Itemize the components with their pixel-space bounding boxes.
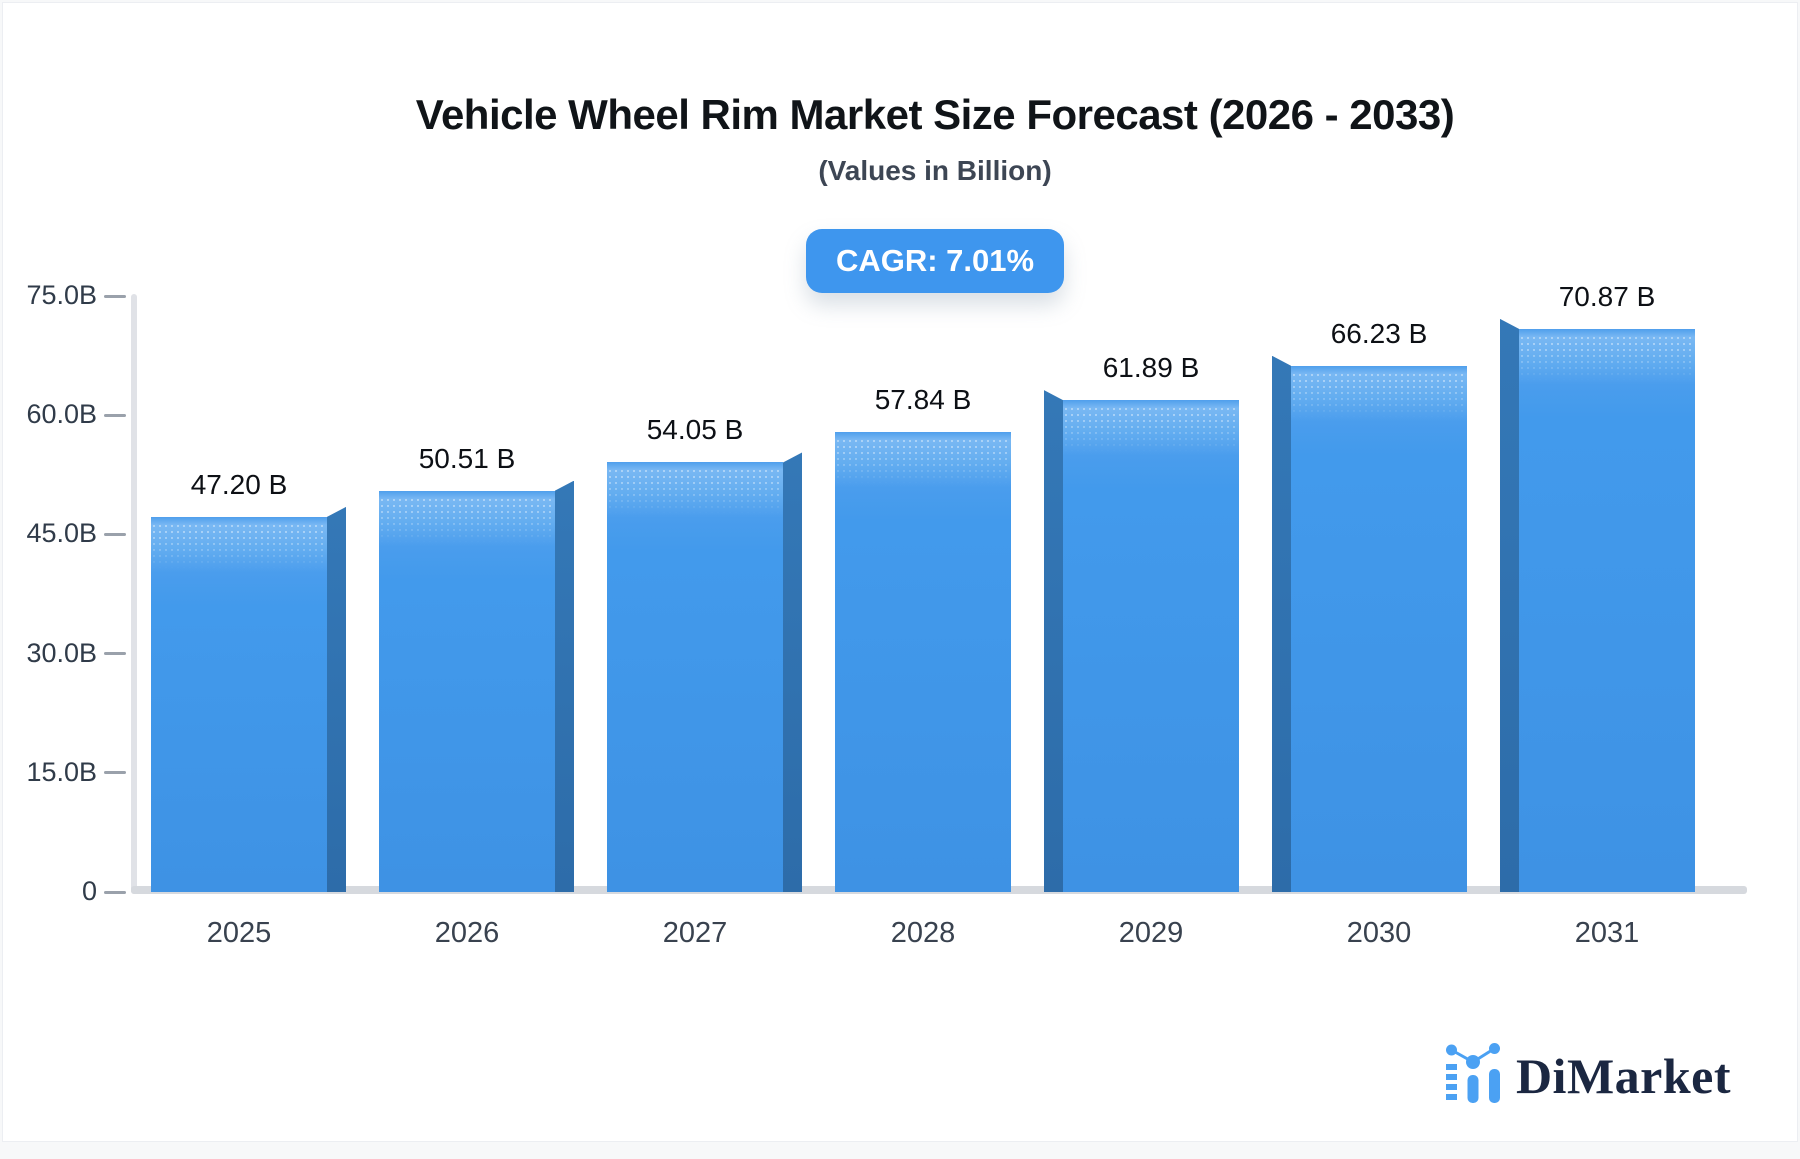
y-tick-label: 75.0B [26, 280, 97, 310]
y-tick-mark [104, 652, 126, 656]
bar-top-highlight [1291, 371, 1467, 418]
bar-top-highlight [151, 522, 327, 569]
x-tick-label: 2028 [890, 917, 956, 949]
bar-2028 [835, 432, 1011, 892]
y-tick-mark [104, 413, 126, 417]
dimarket-logo: DiMarket [1444, 1037, 1731, 1107]
y-tick-mark [104, 890, 126, 894]
y-axis-line [131, 294, 137, 894]
bar-top-highlight [835, 438, 1011, 485]
bar-value-label: 50.51 B [418, 442, 516, 474]
bar-2026 [379, 490, 555, 892]
y-tick-label: 0 [81, 876, 97, 906]
bar-side-face [1044, 390, 1063, 892]
x-tick-label: 2026 [434, 917, 500, 949]
dimarket-logo-icon [1445, 1043, 1500, 1103]
dimarket-logo-text: DiMarket [1515, 1048, 1731, 1104]
y-tick-mark [104, 771, 126, 775]
bar-top-highlight [1063, 406, 1239, 453]
bar-side-face [1272, 355, 1291, 892]
y-tick-label: 60.0B [26, 399, 97, 430]
bar-side-face [555, 480, 574, 892]
cagr-badge: CAGR: 7.01% [805, 229, 1065, 293]
bar-value-label: 57.84 B [874, 384, 972, 416]
plot-area: 75.0B 60.0B 45.0B 30.0B 15.0B 0 47.20 B 2025 50.… [3, 3, 1800, 1159]
bar-value-label: 47.20 B [190, 468, 288, 500]
x-tick-label: 2030 [1346, 917, 1412, 949]
chart-title: Vehicle Wheel Rim Market Size Forecast (… [415, 91, 1455, 138]
bar-2027 [607, 462, 783, 892]
bar-value-label: 61.89 B [1102, 352, 1200, 384]
bar-value-label: 54.05 B [646, 414, 744, 446]
bar-top-highlight [1519, 334, 1695, 381]
bar-top-highlight [379, 496, 555, 543]
bar-2030 [1291, 365, 1467, 892]
x-tick-label: 2025 [206, 917, 272, 949]
x-tick-label: 2031 [1574, 917, 1640, 949]
bar-side-face [1500, 318, 1519, 892]
x-tick-label: 2029 [1118, 917, 1184, 949]
y-tick-mark [104, 294, 126, 298]
x-tick-label: 2027 [662, 917, 728, 949]
y-tick-label: 30.0B [26, 637, 97, 668]
chart-subtitle: (Values in Billion) [818, 155, 1052, 186]
bar-value-label: 70.87 B [1558, 280, 1656, 312]
bar-value-label: 66.23 B [1330, 317, 1428, 349]
y-tick-label: 15.0B [26, 756, 97, 787]
bar-side-face [327, 506, 346, 892]
bar-top-highlight [607, 468, 783, 515]
bar-side-face [783, 452, 802, 892]
bar-2031 [1519, 328, 1695, 892]
y-tick-label: 45.0B [26, 518, 97, 549]
chart-header: Vehicle Wheel Rim Market Size Forecast (… [73, 91, 1797, 293]
bar-2025 [151, 516, 327, 892]
y-tick-mark [104, 532, 126, 536]
bar-2029 [1063, 400, 1239, 892]
